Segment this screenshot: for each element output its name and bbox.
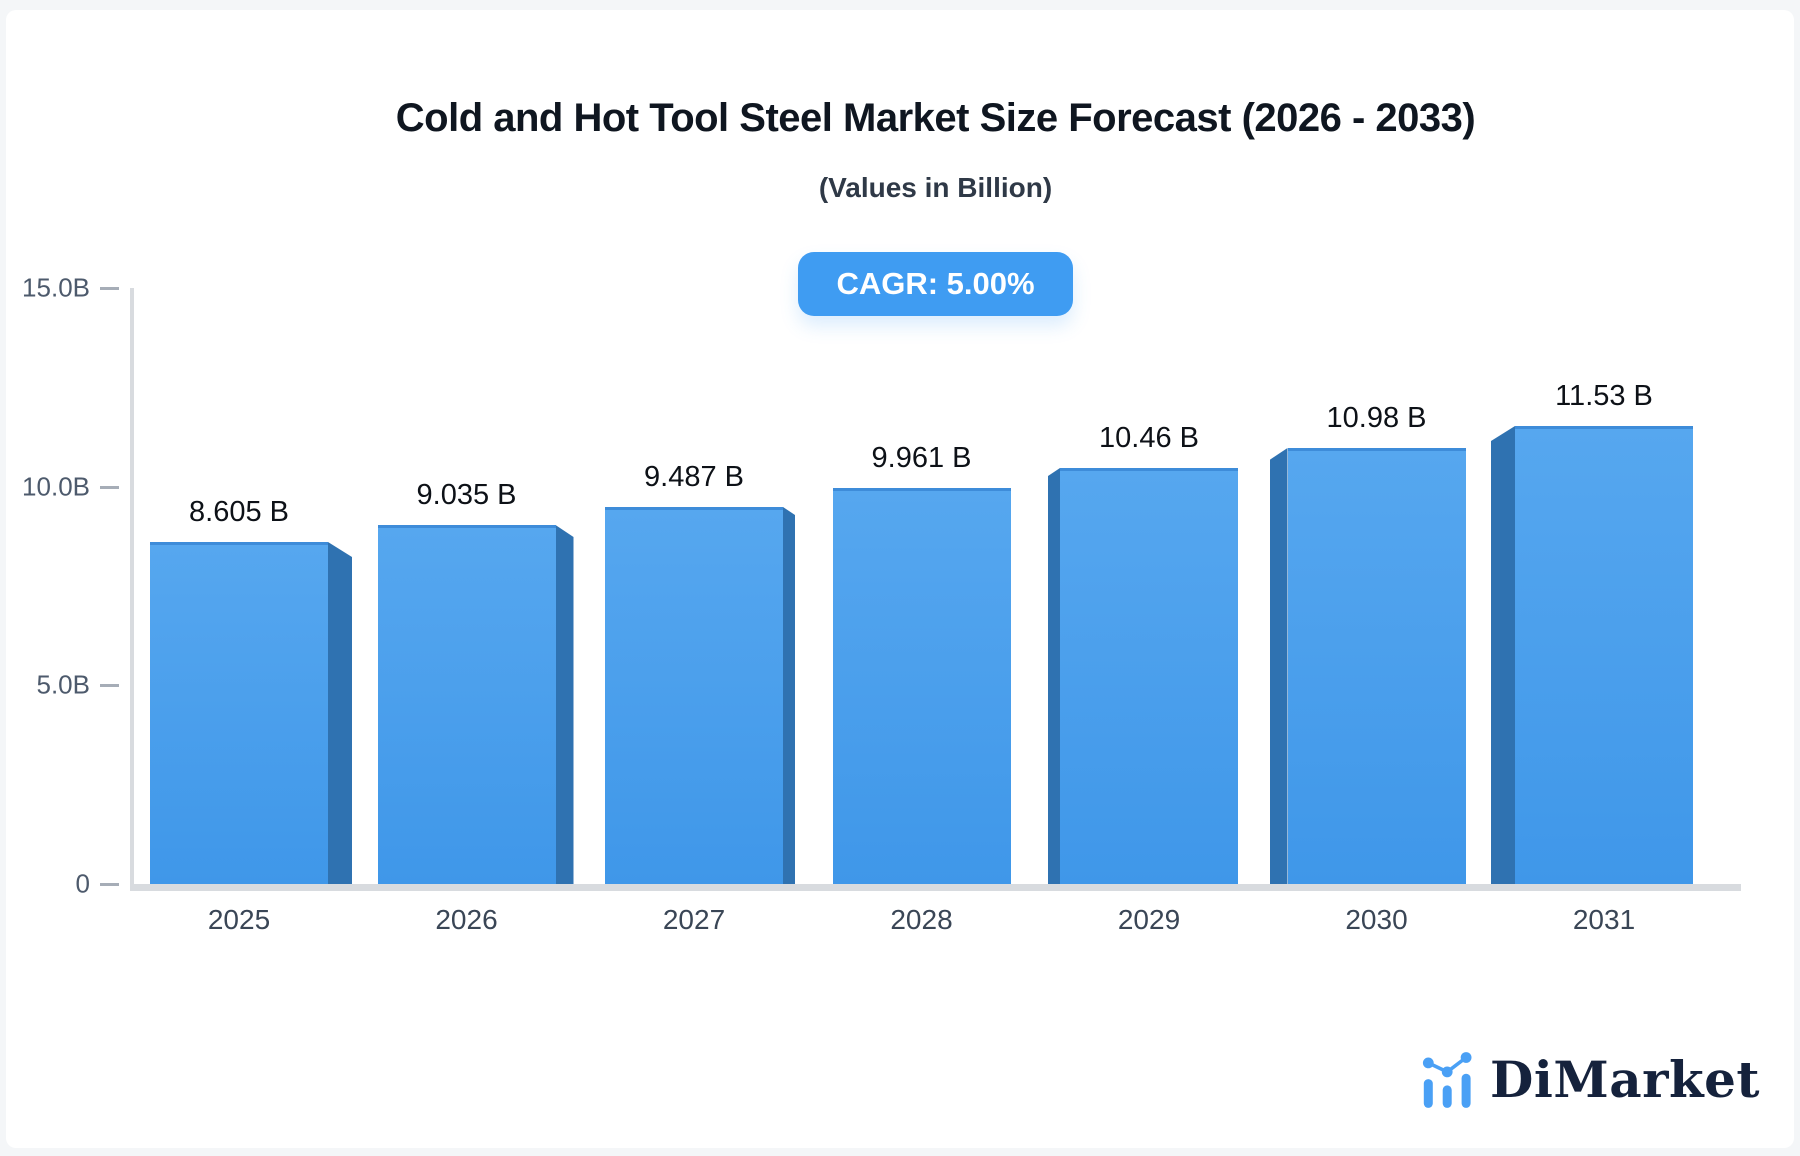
bar-2025[interactable] [150,542,352,884]
bar-face [150,542,328,884]
y-axis-tick-label: 10.0B [22,471,90,502]
bar-face [1287,448,1466,884]
y-axis-tick-mark [100,684,119,688]
bar-3d-side [555,525,574,884]
x-axis-baseline [130,884,1741,891]
x-axis-label: 2029 [1117,904,1181,935]
plot-area: 15.0B 10.0B 5.0B 0 8.605 B 2025 9.035 B 2026 9.4… [6,10,1794,1148]
bar-value-label: 9.961 B [871,442,972,474]
bar-value-label: 10.98 B [1326,402,1427,434]
bar-face [1515,426,1693,884]
bar-face [832,488,1011,884]
bar-3d-side [1269,448,1288,884]
bar-2031[interactable] [1491,426,1693,884]
bar-3d-side [1048,468,1060,884]
x-axis-label: 2027 [662,904,726,935]
y-axis-tick-mark [100,485,119,489]
bar-value-label: 10.46 B [1099,422,1199,454]
bar-3d-side [783,507,795,884]
x-axis-label: 2031 [1572,904,1636,935]
bar-3d-side [328,542,352,884]
cagr-badge: CAGR: 5.00% [798,252,1073,316]
bar-value-label: 11.53 B [1555,380,1653,412]
mini-bar-chart-icon [1422,1051,1472,1108]
bar-2029[interactable] [1048,468,1238,884]
y-axis-tick-label: 0 [75,868,90,899]
brand-logo-text: DiMarket [1490,1050,1760,1109]
bar-face [1060,468,1238,884]
bar-face [605,507,783,884]
x-axis-label: 2030 [1345,904,1408,935]
y-axis-tick-mark [100,287,119,290]
bar-value-label: 9.035 B [416,479,517,511]
y-axis-tick-label: 15.0B [22,272,90,303]
chart-subtitle: (Values in Billion) [818,172,1053,203]
chart-card: Cold and Hot Tool Steel Market Size Fore… [6,10,1794,1148]
chart-title: Cold and Hot Tool Steel Market Size Fore… [395,96,1476,140]
y-axis-tick-mark [100,883,119,886]
bar-2030[interactable] [1269,448,1466,884]
bar-3d-side [1491,426,1515,884]
bar-2028[interactable] [832,488,1011,884]
x-axis-label: 2028 [890,904,953,935]
x-axis-label: 2025 [207,904,271,935]
bar-face [377,525,556,884]
bar-value-label: 9.487 B [644,461,744,493]
bar-value-label: 8.605 B [189,496,289,528]
y-axis-line [130,288,134,891]
bar-2026[interactable] [377,525,574,884]
y-axis-tick-label: 5.0B [36,669,91,700]
x-axis-label: 2026 [435,904,498,935]
cagr-badge-wrap: CAGR: 5.00% [130,252,1741,316]
brand-logo: DiMarket [1422,1050,1760,1109]
bar-2027[interactable] [605,507,795,884]
